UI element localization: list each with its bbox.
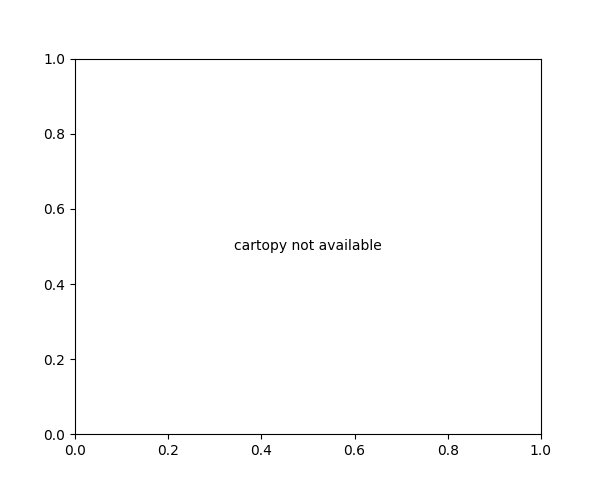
Text: cartopy not available: cartopy not available	[234, 240, 382, 253]
